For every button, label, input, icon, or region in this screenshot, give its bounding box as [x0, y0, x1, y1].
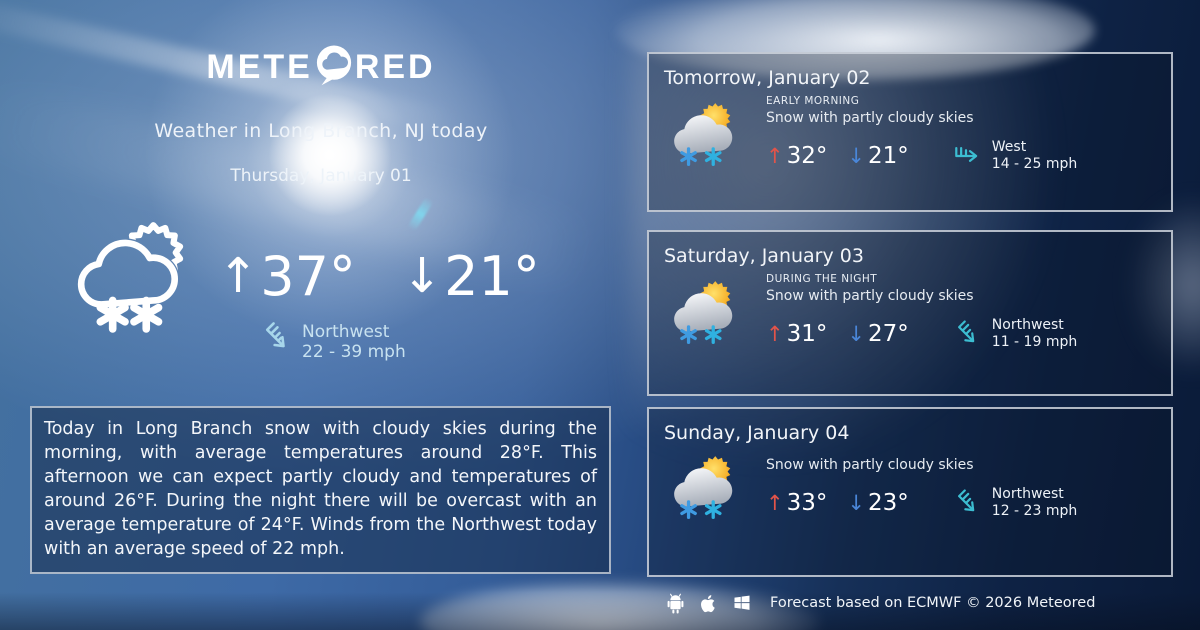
page-date: Thursday, January 01	[230, 166, 412, 186]
apple-icon[interactable]	[699, 592, 718, 614]
card-title: Tomorrow, January 02	[664, 67, 871, 89]
forecast-high: ↑ 31°	[766, 321, 827, 347]
forecast-high-value: 31°	[786, 320, 828, 347]
wind-direction-icon	[957, 320, 975, 343]
logo-text-left: METE	[206, 47, 313, 86]
forecast-wind-direction: Northwest	[991, 317, 1064, 333]
forecast-high: ↑ 32°	[766, 143, 827, 169]
weather-summary: Today in Long Branch snow with cloudy sk…	[30, 406, 611, 574]
forecast-period: EARLY MORNING	[766, 95, 860, 107]
forecast-wind-speed: 14 - 25 mph	[991, 155, 1078, 172]
forecast-high-value: 33°	[786, 490, 828, 516]
forecast-description: Snow with partly cloudy skies	[766, 288, 974, 304]
forecast-description: Snow with partly cloudy skies	[766, 457, 974, 474]
today-low: ↓ 21°	[402, 245, 540, 308]
forecast-high-value: 32°	[786, 142, 828, 169]
today-wind-direction: Northwest	[302, 322, 390, 342]
high-arrow-icon: ↑	[766, 491, 784, 515]
sun-core	[268, 93, 392, 217]
meteored-logo[interactable]: METE RED	[30, 44, 612, 90]
card-title: Saturday, January 03	[664, 245, 864, 267]
forecast-wind: West 14 - 25 mph	[951, 139, 1077, 173]
forecast-wind: Northwest 12 - 23 mph	[951, 486, 1077, 520]
today-high-value: 37°	[260, 244, 356, 308]
high-arrow-icon: ↑	[766, 321, 784, 346]
today-wind: Northwest 22 - 39 mph	[258, 322, 406, 362]
windows-icon[interactable]	[732, 593, 752, 613]
meteored-cloud-bubble-icon	[316, 45, 351, 86]
snow-partly-cloudy-icon	[77, 222, 184, 333]
forecast-low-value: 27°	[868, 320, 909, 347]
snow-partly-cloudy-color-icon	[674, 102, 733, 166]
forecast-wind-direction: Northwest	[991, 486, 1064, 503]
forecast-wind: Northwest 11 - 19 mph	[951, 317, 1077, 351]
today-high: ↑ 37°	[218, 245, 356, 308]
forecast-high: ↑ 33°	[766, 490, 827, 516]
attribution-text: Forecast based on ECMWF © 2026 Meteored	[770, 595, 1096, 611]
logo-text-right: RED	[354, 47, 436, 86]
snow-partly-cloudy-color-icon	[674, 280, 733, 344]
high-arrow-icon: ↑	[766, 143, 784, 168]
forecast-wind-speed: 12 - 23 mph	[991, 503, 1078, 519]
forecast-low: ↓ 23°	[847, 490, 908, 516]
low-arrow-icon: ↓	[847, 143, 865, 168]
today-wind-speed: 22 - 39 mph	[302, 342, 406, 363]
forecast-wind-direction: West	[991, 139, 1027, 155]
forecast-card-saturday[interactable]: Saturday, January 03 DURING THE NIGHT Sn…	[647, 230, 1173, 396]
page-title: Weather in Long Branch, NJ today	[154, 120, 488, 142]
high-arrow-icon: ↑	[218, 248, 259, 304]
low-arrow-icon: ↓	[401, 248, 443, 304]
forecast-low-value: 23°	[868, 490, 909, 516]
card-title: Sunday, January 04	[664, 422, 850, 444]
low-arrow-icon: ↓	[847, 321, 865, 346]
today-temperatures: ↑ 37° ↓ 21°	[218, 245, 540, 308]
android-icon[interactable]	[666, 593, 685, 614]
wind-direction-icon	[265, 322, 285, 348]
snow-partly-cloudy-color-icon	[674, 456, 733, 519]
forecast-wind-speed: 11 - 19 mph	[991, 333, 1078, 350]
forecast-low: ↓ 27°	[847, 321, 908, 347]
forecast-low: ↓ 21°	[847, 143, 908, 169]
low-arrow-icon: ↓	[847, 491, 865, 515]
today-low-value: 21°	[444, 244, 540, 308]
wind-direction-icon	[957, 489, 975, 512]
forecast-card-tomorrow[interactable]: Tomorrow, January 02 EARLY MORNING Snow …	[647, 52, 1173, 212]
forecast-period: DURING THE NIGHT	[766, 273, 878, 285]
wind-direction-icon	[954, 146, 978, 162]
forecast-description: Snow with partly cloudy skies	[766, 110, 974, 126]
forecast-low-value: 21°	[868, 142, 909, 169]
forecast-card-sunday[interactable]: Sunday, January 04 Snow with partly clou…	[647, 407, 1173, 577]
